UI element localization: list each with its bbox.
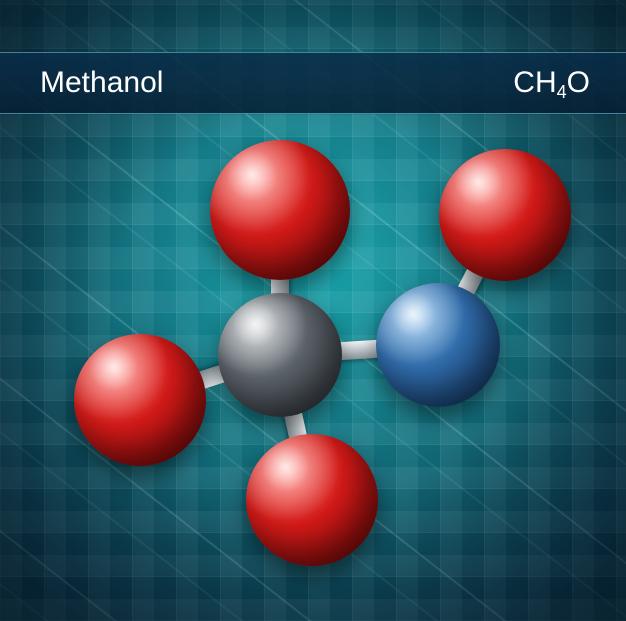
atom-hydrogen-left: [74, 334, 206, 466]
highlight-icon: [376, 283, 500, 407]
molecule-diagram: [0, 0, 626, 621]
atom-hydrogen-oh: [439, 149, 571, 281]
highlight-icon: [210, 140, 350, 280]
highlight-icon: [439, 149, 571, 281]
infographic-canvas: Methanol CH4O: [0, 0, 626, 621]
highlight-icon: [74, 334, 206, 466]
atom-hydrogen-top: [210, 140, 350, 280]
highlight-icon: [246, 434, 378, 566]
highlight-icon: [218, 293, 342, 417]
atom-carbon-center: [218, 293, 342, 417]
atom-hydrogen-bottom: [246, 434, 378, 566]
atom-oxygen-blue: [376, 283, 500, 407]
